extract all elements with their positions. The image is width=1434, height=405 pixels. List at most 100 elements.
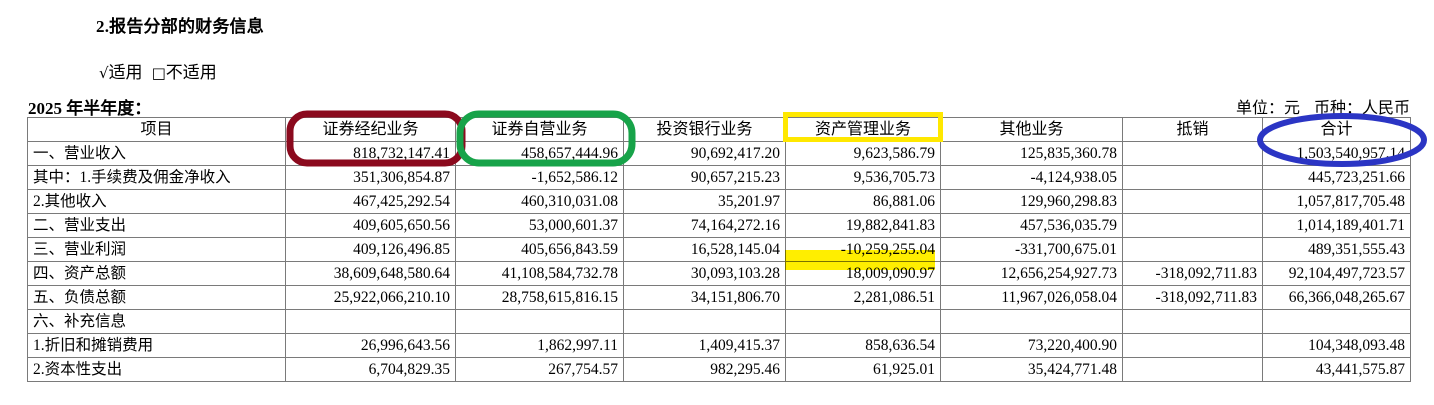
- table-row: 一、营业收入 818,732,147.41 458,657,444.96 90,…: [27, 141, 1411, 166]
- cell-elimination: [1122, 165, 1263, 190]
- cell-proprietary: 460,310,031.08: [455, 189, 624, 214]
- cell-asset-management: 19,882,841.83: [785, 213, 941, 238]
- cell-asset-management: 9,623,586.79: [785, 141, 941, 166]
- cell-total: 104,348,093.48: [1262, 333, 1411, 358]
- unit-value: 元: [1283, 100, 1300, 117]
- row-label: 1.折旧和摊销费用: [27, 333, 286, 358]
- table-row: 其中：1.手续费及佣金净收入 351,306,854.87 -1,652,586…: [27, 165, 1411, 190]
- cell-investment-banking: 90,657,215.23: [623, 165, 786, 190]
- cell-investment-banking: 1,409,415.37: [623, 333, 786, 358]
- cell-proprietary: [455, 309, 624, 334]
- cell-asset-management: 61,925.01: [785, 357, 941, 382]
- cell-total: 1,503,540,957.14: [1262, 141, 1411, 166]
- table-row: 六、补充信息: [27, 309, 1411, 334]
- applicable-label: 适用: [108, 63, 143, 82]
- column-header-item: 项目: [27, 117, 286, 142]
- cell-investment-banking: [623, 309, 786, 334]
- cell-elimination: [1122, 189, 1263, 214]
- cell-other: 125,835,360.78: [940, 141, 1123, 166]
- cell-brokerage: [285, 309, 456, 334]
- cell-proprietary: 405,656,843.59: [455, 237, 624, 262]
- column-header-proprietary: 证券自营业务: [455, 117, 624, 142]
- applicability-line: √适用 □不适用: [99, 58, 217, 83]
- cell-investment-banking: 35,201.97: [623, 189, 786, 214]
- page-title: 2.报告分部的财务信息: [96, 17, 264, 36]
- cell-elimination: [1122, 357, 1263, 382]
- cell-total: 489,351,555.43: [1262, 237, 1411, 262]
- cell-total: 1,057,817,705.48: [1262, 189, 1411, 214]
- cell-brokerage: 351,306,854.87: [285, 165, 456, 190]
- cell-proprietary: -1,652,586.12: [455, 165, 624, 190]
- cell-other: [940, 309, 1123, 334]
- cell-other: -4,124,938.05: [940, 165, 1123, 190]
- cell-proprietary: 267,754.57: [455, 357, 624, 382]
- column-header-elimination: 抵销: [1122, 117, 1263, 142]
- cell-asset-management: 2,281,086.51: [785, 285, 941, 310]
- cell-brokerage: 38,609,648,580.64: [285, 261, 456, 286]
- cell-total: 92,104,497,723.57: [1262, 261, 1411, 286]
- cell-asset-management: 9,536,705.73: [785, 165, 941, 190]
- cell-proprietary: 28,758,615,816.15: [455, 285, 624, 310]
- cell-total: 445,723,251.66: [1262, 165, 1411, 190]
- cell-other: 73,220,400.90: [940, 333, 1123, 358]
- table-row: 2.其他收入 467,425,292.54 460,310,031.08 35,…: [27, 189, 1411, 214]
- cell-elimination: [1122, 213, 1263, 238]
- cell-total: 66,366,048,265.67: [1262, 285, 1411, 310]
- cell-total: [1262, 309, 1411, 334]
- cell-proprietary: 458,657,444.96: [455, 141, 624, 166]
- unit-prefix: 单位：: [1235, 100, 1284, 117]
- unit-currency-label: 单位：元 币种：人民币: [1236, 94, 1410, 118]
- cell-brokerage: 26,996,643.56: [285, 333, 456, 358]
- column-header-brokerage: 证券经纪业务: [285, 117, 456, 142]
- cell-investment-banking: 16,528,145.04: [623, 237, 786, 262]
- row-label: 二、营业支出: [27, 213, 286, 238]
- cell-proprietary: 1,862,997.11: [455, 333, 624, 358]
- segment-financial-table-wrapper: 项目 证券经纪业务 证券自营业务 投资银行业务 资产管理业务 其他业务 抵销 合…: [27, 117, 1411, 382]
- cell-elimination: -318,092,711.83: [1122, 285, 1263, 310]
- table-header-row: 项目 证券经纪业务 证券自营业务 投资银行业务 资产管理业务 其他业务 抵销 合…: [27, 117, 1411, 142]
- row-label: 2.资本性支出: [27, 357, 286, 382]
- empty-checkbox-icon: □: [151, 64, 166, 82]
- cell-asset-management: 858,636.54: [785, 333, 941, 358]
- cell-brokerage: 25,922,066,210.10: [285, 285, 456, 310]
- cell-total: 1,014,189,401.71: [1262, 213, 1411, 238]
- cell-other: 11,967,026,058.04: [940, 285, 1123, 310]
- currency-prefix: 币种：: [1313, 100, 1362, 117]
- table-row: 1.折旧和摊销费用 26,996,643.56 1,862,997.11 1,4…: [27, 333, 1411, 358]
- row-label: 六、补充信息: [27, 309, 286, 334]
- cell-elimination: [1122, 237, 1263, 262]
- table-row: 三、营业利润 409,126,496.85 405,656,843.59 16,…: [27, 237, 1411, 262]
- cell-elimination: [1122, 333, 1263, 358]
- row-label: 一、营业收入: [27, 141, 286, 166]
- cell-asset-management: 86,881.06: [785, 189, 941, 214]
- cell-brokerage: 409,605,650.56: [285, 213, 456, 238]
- cell-proprietary: 53,000,601.37: [455, 213, 624, 238]
- cell-other: -331,700,675.01: [940, 237, 1123, 262]
- cell-proprietary: 41,108,584,732.78: [455, 261, 624, 286]
- not-applicable-label: 不适用: [165, 63, 217, 82]
- currency-value: 人民币: [1361, 100, 1410, 117]
- cell-asset-management: -10,259,255.04: [785, 237, 941, 262]
- cell-investment-banking: 90,692,417.20: [623, 141, 786, 166]
- cell-elimination: -318,092,711.83: [1122, 261, 1263, 286]
- cell-other: 12,656,254,927.73: [940, 261, 1123, 286]
- table-row: 五、负债总额 25,922,066,210.10 28,758,615,816.…: [27, 285, 1411, 310]
- cell-other: 129,960,298.83: [940, 189, 1123, 214]
- period-label: 2025 年半年度：: [28, 99, 152, 118]
- cell-elimination: [1122, 309, 1263, 334]
- column-header-other: 其他业务: [940, 117, 1123, 142]
- column-header-total: 合计: [1262, 117, 1411, 142]
- cell-elimination: [1122, 141, 1263, 166]
- row-label: 三、营业利润: [27, 237, 286, 262]
- cell-investment-banking: 74,164,272.16: [623, 213, 786, 238]
- cell-investment-banking: 982,295.46: [623, 357, 786, 382]
- cell-other: 35,424,771.48: [940, 357, 1123, 382]
- cell-brokerage: 467,425,292.54: [285, 189, 456, 214]
- row-label: 其中：1.手续费及佣金净收入: [27, 165, 286, 190]
- table-row: 2.资本性支出 6,704,829.35 267,754.57 982,295.…: [27, 357, 1411, 382]
- cell-brokerage: 409,126,496.85: [285, 237, 456, 262]
- segment-financial-table: 项目 证券经纪业务 证券自营业务 投资银行业务 资产管理业务 其他业务 抵销 合…: [27, 117, 1411, 382]
- cell-asset-management: 18,009,090.97: [785, 261, 941, 286]
- table-row: 二、营业支出 409,605,650.56 53,000,601.37 74,1…: [27, 213, 1411, 238]
- cell-brokerage: 818,732,147.41: [285, 141, 456, 166]
